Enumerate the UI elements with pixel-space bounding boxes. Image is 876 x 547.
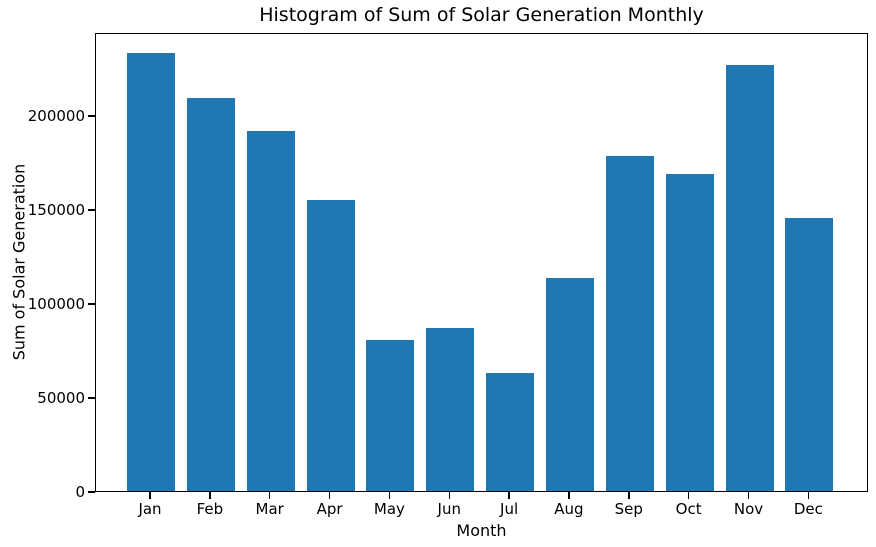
y-tick-label-0: 0 bbox=[75, 483, 85, 501]
bar-jun bbox=[426, 328, 475, 491]
x-tick-mark-sep bbox=[628, 492, 630, 499]
bar-aug bbox=[545, 277, 594, 491]
x-tick-mark-may bbox=[388, 492, 391, 499]
x-tick-label-jul: Jul bbox=[500, 500, 519, 518]
bar-feb bbox=[186, 97, 235, 491]
x-tick-mark-jul bbox=[508, 492, 510, 499]
bar-jan bbox=[127, 52, 175, 491]
x-tick-mark-mar bbox=[268, 492, 271, 499]
x-tick-label-apr: Apr bbox=[316, 500, 343, 518]
x-tick-mark-oct bbox=[687, 492, 690, 499]
x-tick-mark-dec bbox=[807, 492, 810, 499]
x-tick-mark-feb bbox=[209, 492, 211, 499]
y-tick-label-100000: 100000 bbox=[27, 294, 85, 313]
y-tick-mark-150000 bbox=[88, 209, 95, 211]
x-tick-mark-apr bbox=[328, 492, 331, 499]
bar-nov bbox=[725, 64, 774, 491]
plot-area bbox=[95, 33, 868, 492]
bar-jul bbox=[486, 372, 535, 491]
y-tick-mark-50000 bbox=[88, 397, 95, 399]
x-tick-mark-aug bbox=[568, 492, 570, 499]
y-tick-mark-0 bbox=[88, 491, 95, 493]
x-tick-mark-nov bbox=[747, 492, 750, 499]
y-tick-mark-100000 bbox=[88, 303, 95, 305]
x-tick-label-mar: Mar bbox=[255, 500, 284, 518]
y-axis-label: Sum of Solar Generation bbox=[9, 163, 29, 361]
x-tick-label-feb: Feb bbox=[196, 500, 224, 518]
x-tick-label-may: May bbox=[373, 500, 405, 518]
x-tick-label-nov: Nov bbox=[733, 500, 764, 518]
x-tick-label-aug: Aug bbox=[554, 500, 584, 518]
bar-oct bbox=[665, 174, 714, 491]
x-tick-label-sep: Sep bbox=[614, 500, 643, 518]
x-tick-label-jun: Jun bbox=[437, 500, 461, 518]
chart-title: Histogram of Sum of Solar Generation Mon… bbox=[259, 4, 704, 26]
x-tick-label-dec: Dec bbox=[793, 500, 823, 518]
y-tick-label-200000: 200000 bbox=[27, 106, 85, 125]
x-tick-label-oct: Oct bbox=[675, 500, 702, 518]
x-tick-mark-jan bbox=[149, 492, 151, 499]
x-axis-label: Month bbox=[456, 521, 507, 540]
x-tick-label-jan: Jan bbox=[138, 500, 162, 518]
bar-sep bbox=[605, 156, 654, 491]
bars-layer bbox=[96, 34, 867, 491]
y-tick-mark-200000 bbox=[88, 115, 95, 117]
bar-may bbox=[366, 339, 415, 491]
bar-mar bbox=[246, 130, 295, 491]
x-tick-mark-jun bbox=[448, 492, 450, 499]
bar-dec bbox=[785, 218, 834, 491]
y-tick-label-50000: 50000 bbox=[37, 388, 85, 407]
bar-apr bbox=[306, 200, 355, 491]
y-tick-label-150000: 150000 bbox=[27, 200, 85, 219]
